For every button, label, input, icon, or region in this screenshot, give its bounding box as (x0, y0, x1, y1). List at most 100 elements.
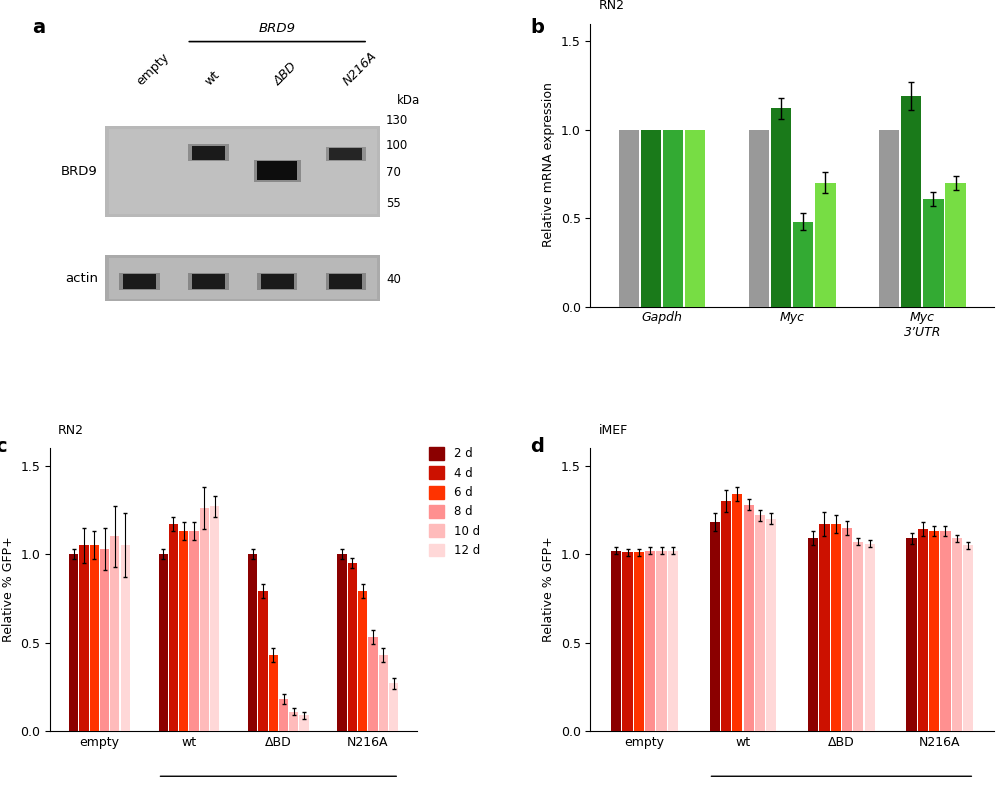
Bar (89, 545, 99, 731)
Bar (69, 554, 78, 731)
Bar (326, 147, 366, 161)
Bar (743, 505, 753, 731)
Bar (709, 523, 719, 731)
Bar (190, 531, 199, 731)
Bar (378, 655, 387, 731)
Bar (169, 524, 178, 731)
Bar (108, 258, 376, 299)
Bar (748, 130, 768, 307)
Bar (329, 149, 362, 160)
Bar (906, 538, 916, 731)
Text: 55: 55 (385, 197, 400, 210)
Text: actin: actin (65, 272, 98, 285)
Bar (611, 550, 621, 731)
Bar (329, 274, 362, 288)
Bar (814, 182, 834, 307)
Bar (368, 637, 377, 731)
Bar (279, 700, 288, 731)
Text: c: c (0, 437, 7, 456)
Bar (633, 553, 643, 731)
Bar (818, 524, 828, 731)
Bar (119, 273, 159, 290)
Bar (667, 550, 677, 731)
Bar (299, 715, 308, 731)
Bar (901, 96, 921, 307)
Bar (645, 550, 655, 731)
Bar (951, 538, 961, 731)
Text: 130: 130 (385, 113, 408, 127)
Bar (326, 273, 366, 290)
Bar (962, 545, 972, 731)
Bar (123, 274, 156, 288)
Bar (258, 591, 268, 731)
Bar (945, 182, 965, 307)
Text: BRD9: BRD9 (61, 165, 98, 178)
Text: N216A: N216A (340, 49, 379, 88)
Text: iMEF: iMEF (598, 424, 627, 437)
Bar (261, 274, 294, 288)
Bar (120, 545, 129, 731)
Bar (248, 554, 257, 731)
Bar (79, 545, 88, 731)
Bar (257, 161, 297, 181)
Text: empty: empty (134, 50, 172, 88)
Bar (105, 255, 380, 301)
Text: 70: 70 (385, 167, 400, 179)
Bar (388, 683, 398, 731)
Bar (765, 519, 775, 731)
Bar (347, 563, 357, 731)
Bar (179, 531, 189, 731)
Text: a: a (32, 18, 45, 37)
Bar (770, 108, 790, 307)
Bar (100, 549, 109, 731)
Bar (108, 129, 376, 214)
Bar (210, 506, 219, 731)
Text: 100: 100 (385, 139, 408, 152)
Bar (853, 542, 863, 731)
Bar (923, 199, 943, 307)
Bar (358, 591, 367, 731)
Text: wt: wt (203, 68, 223, 88)
Legend: 2 d, 4 d, 6 d, 8 d, 10 d, 12 d: 2 d, 4 d, 6 d, 8 d, 10 d, 12 d (424, 443, 484, 562)
Bar (269, 655, 278, 731)
Bar (928, 531, 939, 731)
Y-axis label: Relative mRNA expression: Relative mRNA expression (542, 83, 555, 248)
Bar (622, 553, 632, 731)
Bar (731, 494, 741, 731)
Bar (656, 550, 666, 731)
Text: ΔBD: ΔBD (272, 60, 300, 88)
Bar (200, 509, 209, 731)
Bar (829, 524, 840, 731)
Bar (662, 130, 683, 307)
Bar (188, 145, 229, 161)
Bar (684, 130, 705, 307)
Bar (337, 554, 346, 731)
Bar (940, 531, 950, 731)
Bar (842, 527, 852, 731)
Text: 40: 40 (385, 273, 400, 286)
Y-axis label: Relative % GFP+: Relative % GFP+ (542, 537, 555, 642)
Bar (257, 273, 297, 290)
Bar (618, 130, 638, 307)
Bar (192, 145, 225, 160)
Text: d: d (530, 437, 544, 456)
Bar (792, 222, 812, 307)
Bar (640, 130, 660, 307)
Bar (158, 554, 168, 731)
Text: b: b (530, 18, 544, 37)
Bar (254, 160, 300, 182)
Bar (289, 711, 298, 731)
Text: BRD9: BRD9 (259, 22, 296, 35)
Legend: 4 d, 8 d, 12 d, 16 d, 20 d, 24 d: 4 d, 8 d, 12 d, 16 d, 20 d, 24 d (1001, 443, 1003, 562)
Text: kDa: kDa (396, 94, 419, 107)
Bar (188, 273, 229, 290)
Bar (864, 544, 874, 731)
Text: RN2: RN2 (57, 424, 83, 437)
Y-axis label: Relative % GFP+: Relative % GFP+ (2, 537, 15, 642)
Legend: empty, wt, ΔBD, N216A: empty, wt, ΔBD, N216A (1001, 24, 1003, 105)
Bar (192, 274, 225, 288)
Bar (110, 537, 119, 731)
Text: RN2: RN2 (598, 0, 624, 13)
Bar (878, 130, 899, 307)
Bar (807, 538, 817, 731)
